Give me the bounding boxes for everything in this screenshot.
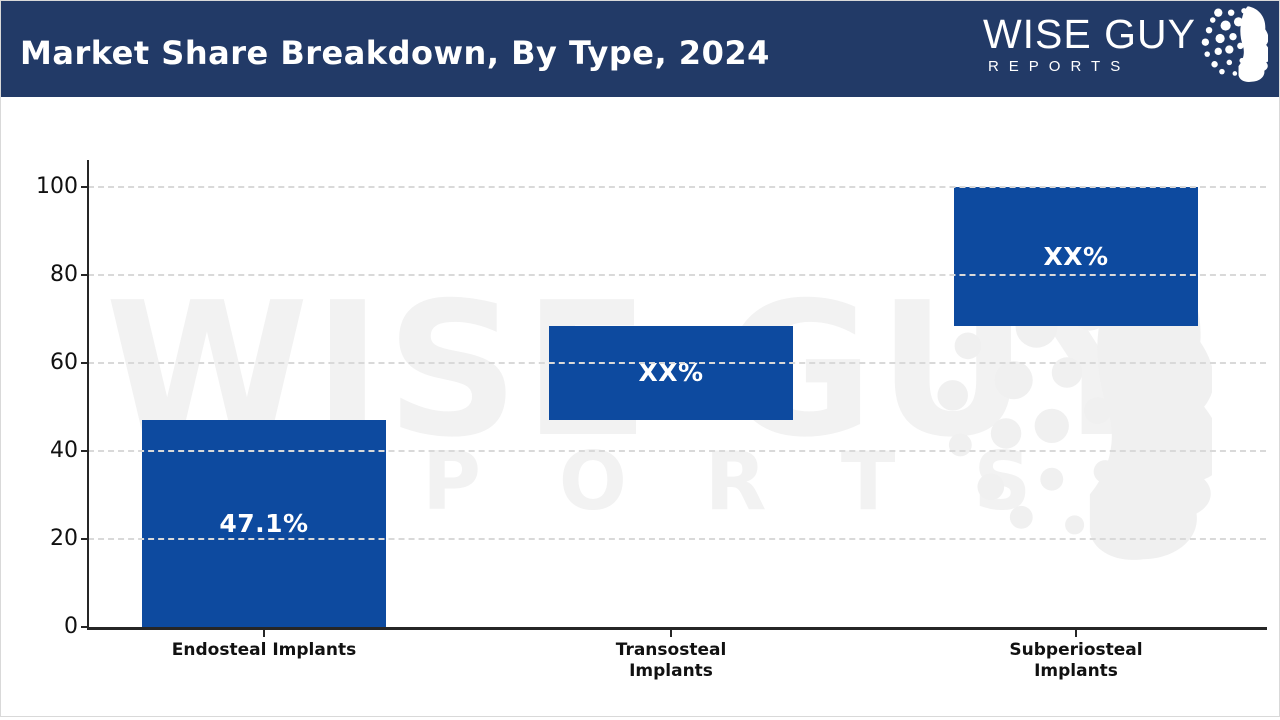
x-axis-label: Transosteal Implants: [615, 640, 727, 682]
x-tick-mark: [1075, 630, 1077, 637]
x-tick-mark: [670, 630, 672, 637]
gridline: [88, 538, 1266, 540]
gridline: [88, 186, 1266, 188]
y-tick-label: 20: [50, 526, 78, 551]
page-title: Market Share Breakdown, By Type, 2024: [20, 33, 770, 72]
bar-segment: 47.1%: [142, 419, 386, 627]
y-tick-mark: [81, 538, 88, 540]
y-axis-spine: [87, 160, 89, 629]
logo-wordmark: WISE GUY: [982, 11, 1196, 58]
y-tick-label: 100: [36, 174, 78, 199]
y-tick-mark: [81, 362, 88, 364]
gridline: [88, 450, 1266, 452]
x-tick-mark: [263, 630, 265, 637]
header: Market Share Breakdown, By Type, 2024 WI…: [0, 0, 1280, 97]
bar-value-label: 47.1%: [219, 508, 309, 538]
y-tick-mark: [81, 450, 88, 452]
x-axis-spine: [87, 627, 1267, 630]
y-tick-label: 0: [64, 614, 78, 639]
logo-text: WISE GUY REPORTS: [982, 11, 1196, 75]
gridline: [88, 362, 1266, 364]
x-axis-label: Endosteal Implants: [171, 640, 357, 660]
x-axis-label: Subperiosteal Implants: [1009, 640, 1143, 682]
logo-subtext: REPORTS: [987, 57, 1131, 75]
y-tick-label: 80: [50, 262, 78, 287]
gridline: [88, 274, 1266, 276]
y-tick-mark: [81, 186, 88, 188]
wise-guy-logo: WISE GUY REPORTS: [983, 4, 1268, 84]
bar-segment: XX%: [549, 325, 793, 420]
logo-face-icon: [1201, 6, 1268, 82]
y-tick-label: 60: [50, 350, 78, 375]
bar-value-label: XX%: [1043, 241, 1109, 271]
bar-segment: XX%: [954, 187, 1198, 326]
y-tick-mark: [81, 626, 88, 628]
y-tick-mark: [81, 274, 88, 276]
y-tick-label: 40: [50, 438, 78, 463]
